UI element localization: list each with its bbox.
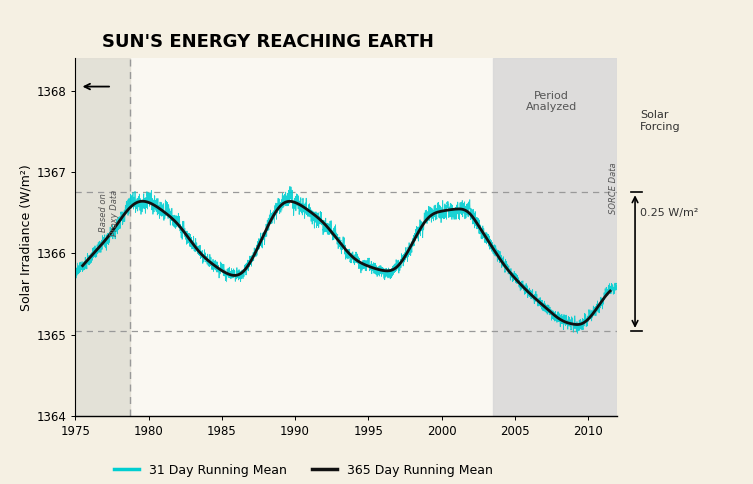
- Legend: 31 Day Running Mean, 365 Day Running Mean: 31 Day Running Mean, 365 Day Running Mea…: [108, 459, 498, 482]
- Bar: [75, 58, 130, 416]
- Text: SORCE Data: SORCE Data: [608, 163, 617, 214]
- Text: Based on
Proxy Data: Based on Proxy Data: [99, 190, 119, 236]
- Bar: [493, 58, 617, 416]
- Text: SUN'S ENERGY REACHING EARTH: SUN'S ENERGY REACHING EARTH: [102, 33, 434, 51]
- Text: 0.25 W/m²: 0.25 W/m²: [640, 208, 699, 218]
- Text: Period
Analyzed: Period Analyzed: [526, 91, 577, 112]
- Y-axis label: Solar Irradiance (W/m²): Solar Irradiance (W/m²): [20, 164, 32, 311]
- Text: Solar
Forcing: Solar Forcing: [640, 110, 681, 132]
